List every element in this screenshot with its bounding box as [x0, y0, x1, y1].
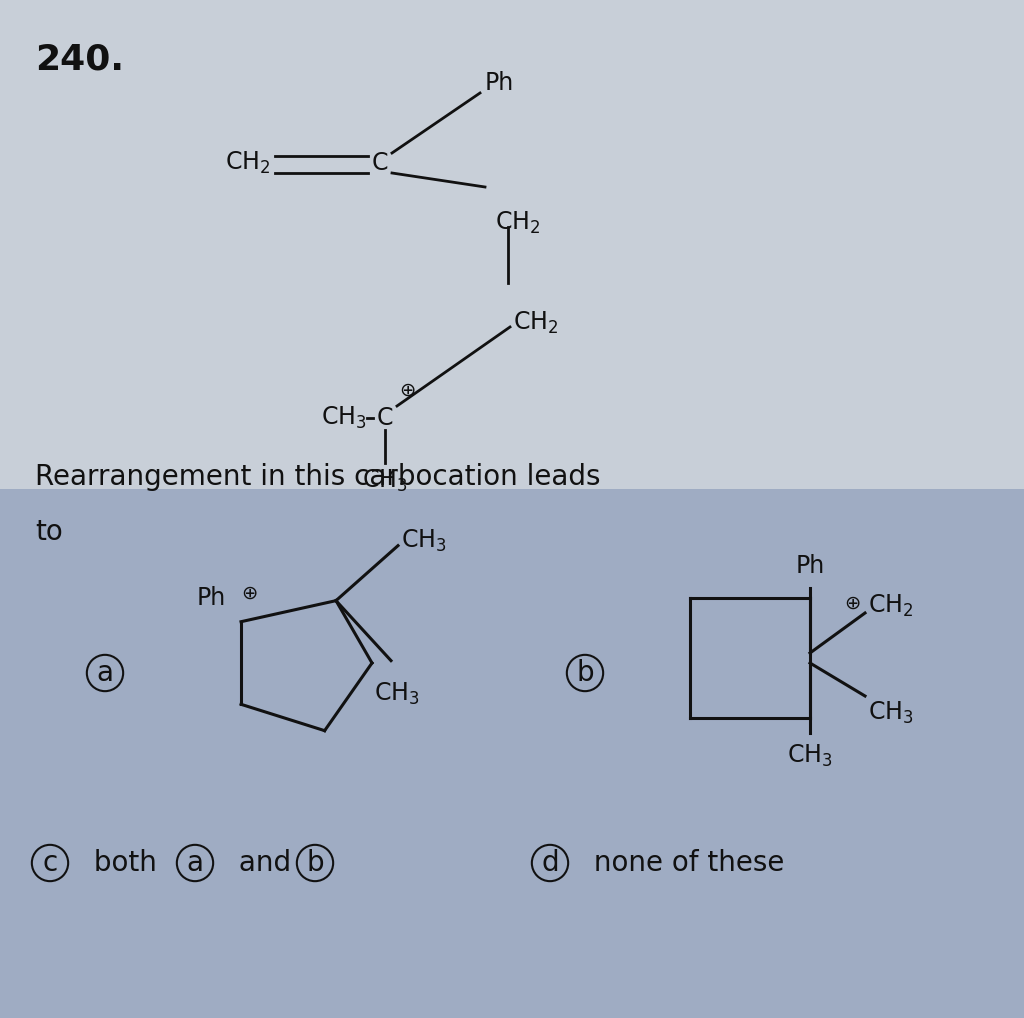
Text: Ph: Ph — [485, 71, 514, 95]
Text: CH$_3$: CH$_3$ — [401, 527, 446, 554]
Text: CH$_2$: CH$_2$ — [495, 210, 541, 236]
Text: and: and — [230, 849, 300, 876]
Text: C: C — [372, 151, 388, 175]
Text: c: c — [42, 849, 57, 876]
Text: Rearrangement in this carbocation leads: Rearrangement in this carbocation leads — [35, 463, 600, 491]
Text: to: to — [35, 518, 62, 546]
Text: CH$_2$: CH$_2$ — [868, 592, 913, 619]
Text: CH$_3$: CH$_3$ — [362, 468, 408, 494]
Text: both: both — [85, 849, 166, 876]
Text: ⊕: ⊕ — [398, 381, 415, 399]
Text: d: d — [542, 849, 559, 876]
Text: a: a — [96, 659, 114, 687]
Text: b: b — [306, 849, 324, 876]
Text: CH$_3$: CH$_3$ — [322, 405, 367, 431]
Text: a: a — [186, 849, 204, 876]
Text: ⊕: ⊕ — [241, 584, 257, 604]
Text: CH$_2$: CH$_2$ — [224, 150, 270, 176]
Text: ⊕: ⊕ — [844, 593, 860, 613]
Text: none of these: none of these — [585, 849, 784, 876]
Bar — [0, 489, 1024, 1018]
Text: CH$_3$: CH$_3$ — [787, 743, 833, 770]
Text: 240.: 240. — [35, 43, 124, 77]
Text: Ph: Ph — [197, 585, 226, 610]
Text: CH$_3$: CH$_3$ — [374, 681, 420, 706]
Text: Ph: Ph — [796, 554, 824, 578]
Text: b: b — [577, 659, 594, 687]
Text: CH$_2$: CH$_2$ — [513, 310, 558, 336]
Text: C: C — [377, 406, 393, 430]
Text: CH$_3$: CH$_3$ — [868, 700, 913, 726]
